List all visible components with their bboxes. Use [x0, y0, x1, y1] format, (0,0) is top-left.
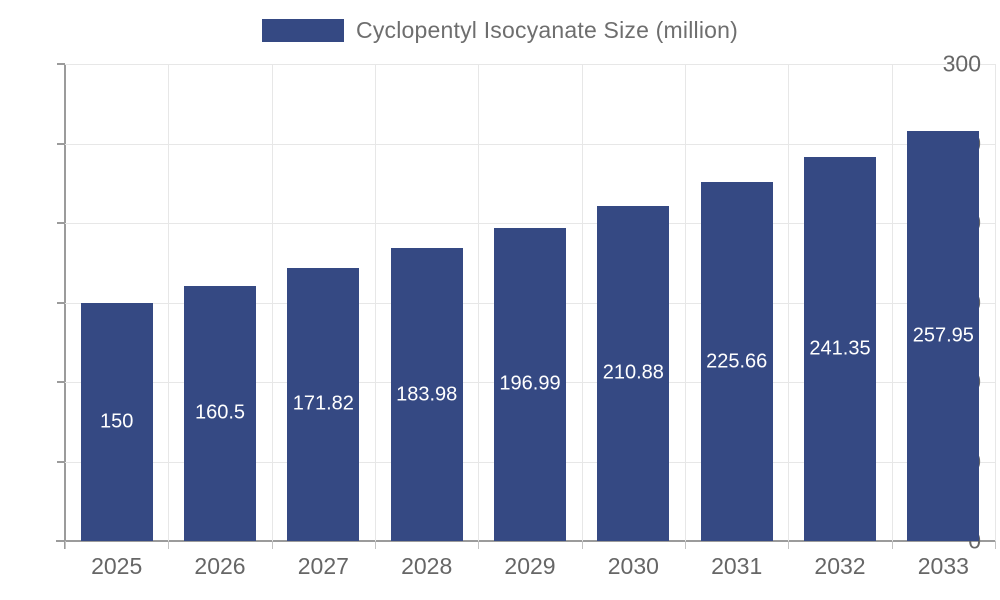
bar-value-label: 196.99: [499, 372, 561, 395]
y-axis-tick: [57, 381, 65, 383]
legend: Cyclopentyl Isocyanate Size (million): [0, 17, 1000, 44]
x-axis-tick: [995, 541, 996, 549]
legend-swatch: [262, 19, 345, 42]
h-gridline: [65, 143, 995, 145]
bar-value-label: 171.82: [292, 392, 354, 415]
bar-2025: 150: [80, 302, 153, 541]
x-axis-label: 2031: [711, 553, 763, 579]
v-gridline: [375, 64, 376, 541]
bar-2028: 183.98: [390, 248, 463, 541]
x-axis-tick: [65, 541, 66, 549]
v-gridline: [685, 64, 686, 541]
y-axis-tick: [57, 63, 65, 65]
legend-label: Cyclopentyl Isocyanate Size (million): [356, 17, 738, 43]
x-axis-tick: [271, 541, 273, 549]
x-axis-label: 2026: [194, 553, 246, 579]
plot-area: 0501001502002503001502025160.52026171.82…: [57, 51, 996, 579]
x-axis-label: 2029: [504, 553, 556, 579]
v-gridline: [891, 64, 893, 541]
x-axis-tick: [788, 541, 790, 549]
bar-value-label: 225.66: [706, 350, 768, 373]
x-axis-tick: [685, 541, 686, 549]
bar-value-label: 183.98: [396, 383, 458, 406]
bar-value-label: 257.95: [912, 324, 974, 347]
y-axis-tick: [57, 540, 65, 542]
v-gridline: [995, 64, 996, 541]
x-axis-label: 2030: [607, 553, 659, 579]
bar-2031: 225.66: [700, 182, 773, 541]
y-axis-tick: [57, 301, 65, 304]
x-axis-tick: [478, 541, 480, 549]
bar-2026: 160.5: [184, 285, 256, 541]
x-axis-line: [56, 540, 995, 542]
x-axis-tick: [891, 541, 893, 549]
x-axis-tick: [581, 541, 583, 549]
y-axis-tick: [57, 460, 65, 463]
y-axis-line: [64, 64, 66, 549]
bar-2027: 171.82: [287, 267, 360, 541]
bar-2032: 241.35: [804, 157, 876, 541]
v-gridline: [478, 64, 480, 541]
bar-2029: 196.99: [494, 227, 566, 541]
bar-value-label: 150: [99, 410, 134, 433]
bar-value-label: 241.35: [809, 337, 871, 360]
y-axis-tick: [57, 222, 65, 224]
v-gridline: [168, 64, 170, 541]
h-gridline: [65, 64, 995, 65]
v-gridline: [271, 64, 273, 541]
v-gridline: [788, 64, 790, 541]
bar-value-label: 210.88: [602, 361, 664, 384]
y-axis-label: 300: [942, 50, 981, 77]
h-gridline: [65, 223, 995, 224]
bar-value-label: 160.5: [194, 401, 246, 424]
x-axis-label: 2033: [917, 553, 969, 579]
bar-2033: 257.95: [907, 130, 980, 541]
x-axis-label: 2032: [814, 553, 866, 579]
y-axis-tick: [57, 142, 65, 145]
x-axis-label: 2028: [401, 553, 453, 579]
bar-2030: 210.88: [597, 205, 670, 541]
v-gridline: [581, 64, 583, 541]
x-axis-tick: [375, 541, 376, 549]
x-axis-tick: [168, 541, 170, 549]
x-axis-label: 2025: [91, 553, 143, 579]
x-axis-label: 2027: [297, 553, 349, 579]
